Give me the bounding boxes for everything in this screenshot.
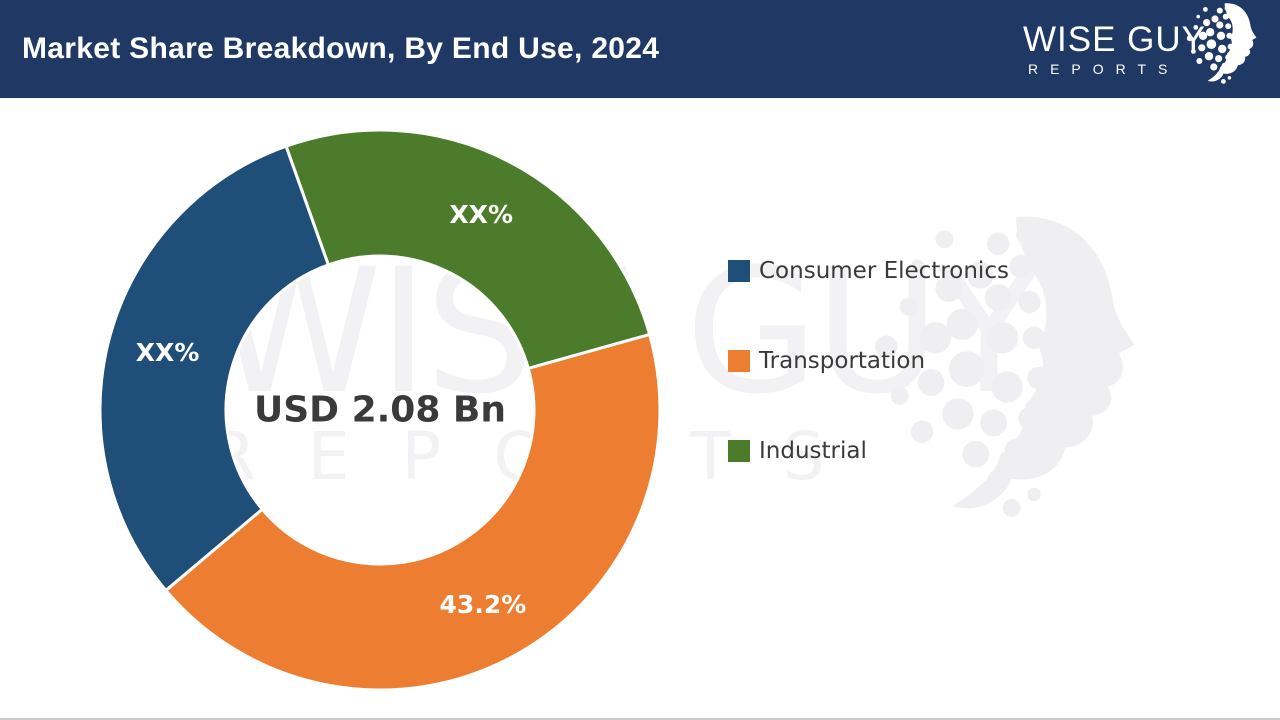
wiseguy-logo: WISE GUY REPORTS [1023,1,1270,97]
bottom-divider [0,718,1280,720]
legend-label: Industrial [759,438,867,464]
legend-label: Transportation [759,348,926,374]
chart-center-value: USD 2.08 Bn [254,390,506,431]
legend-swatch [728,350,750,372]
slice-label-industrial: XX% [449,200,513,229]
slice-label-transportation: 43.2% [440,590,527,619]
donut-slice-consumer-electronics [98,144,330,592]
legend-swatch [728,260,750,282]
legend-item-transportation: Transportation [728,346,1009,376]
header-bar: Market Share Breakdown, By End Use, 2024… [0,0,1280,98]
legend-label: Consumer Electronics [759,258,1009,284]
legend-item-industrial: Industrial [728,436,1009,466]
logo-wordmark: WISE GUY [1022,19,1206,59]
logo-face-icon [1186,3,1257,84]
donut-slice-industrial [284,128,652,370]
page-title: Market Share Breakdown, By End Use, 2024 [22,32,660,65]
chart-legend: Consumer Electronics Transportation Indust… [728,256,1009,526]
donut-slice-transportation [164,333,662,692]
donut-slices [98,128,662,692]
legend-swatch [728,440,750,462]
legend-item-consumer-electronics: Consumer Electronics [728,256,1009,286]
logo-reports-label: REPORTS [1027,60,1180,77]
donut-slice-labels: XX% 43.2% XX% [136,200,526,619]
logo-text: WISE GUY REPORTS [1023,22,1206,77]
slice-label-consumer-electronics: XX% [136,338,200,367]
